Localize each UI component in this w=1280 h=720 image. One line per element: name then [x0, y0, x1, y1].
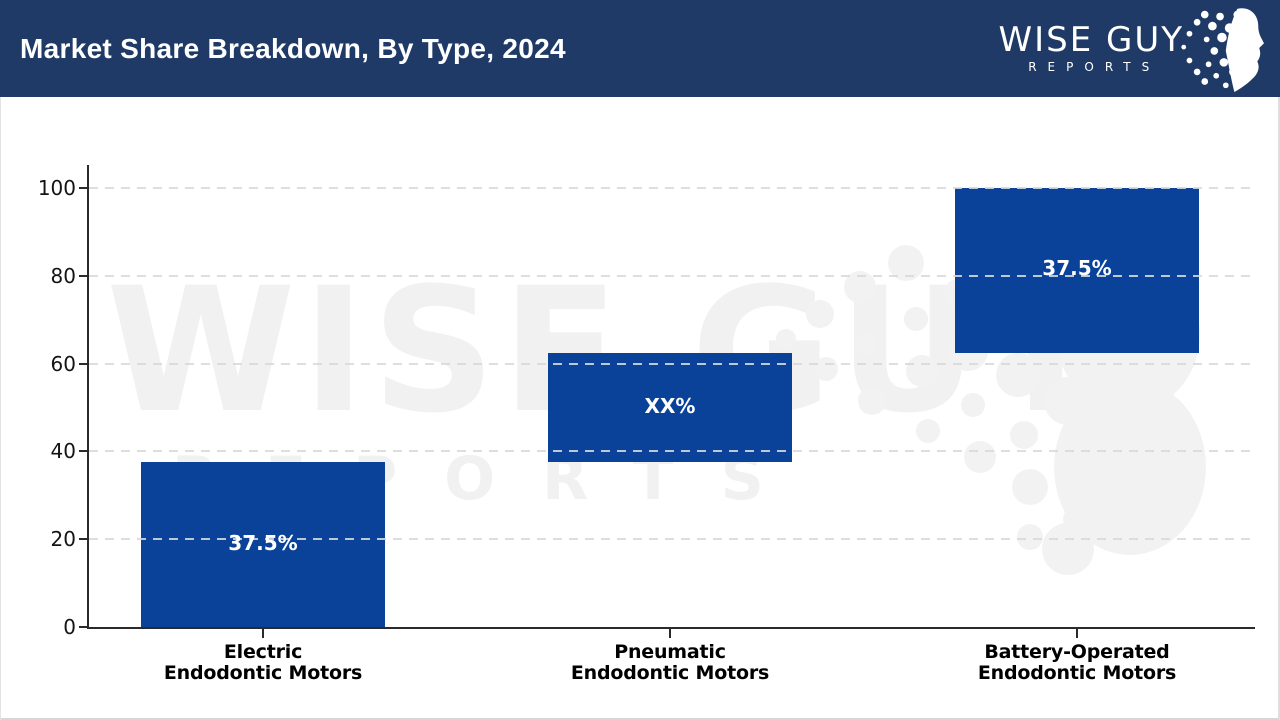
bar-segment: [548, 352, 792, 463]
x-axis-line: [87, 627, 1255, 629]
bar-value-label: 37.5%: [228, 530, 298, 555]
logo-head-icon: [1181, 7, 1264, 92]
brand-subname: REPORTS: [1028, 60, 1161, 74]
x-tick-label: Electric Endodontic Motors: [103, 642, 423, 684]
x-tick-label: Pneumatic Endodontic Motors: [510, 642, 830, 684]
gridline: [89, 187, 1254, 189]
bar-segment: [955, 188, 1199, 353]
y-tick-label: 100: [37, 176, 76, 200]
bar-chart: 37.5% XX% 37.5% 0 20 40 60 80 100 Electric Endodon…: [0, 97, 1280, 720]
x-axis-tick: [262, 629, 264, 638]
x-tick-label-line: Endodontic Motors: [570, 662, 770, 684]
y-axis-tick: [79, 450, 88, 453]
x-axis-tick: [1076, 629, 1078, 638]
gridline: [89, 274, 1254, 277]
frame-bottom-line: [0, 718, 1280, 720]
chart-area: WISE GUY REPORTS 37.5% XX% 37.5% 0 20 40 60 80 1…: [0, 97, 1280, 720]
y-axis-tick: [79, 626, 88, 628]
bar-segment: [141, 462, 385, 627]
header: Market Share Breakdown, By Type, 2024 WI…: [0, 0, 1280, 97]
bar-value-label: XX%: [644, 393, 696, 418]
x-tick-label-line: Battery-Operated: [984, 641, 1170, 663]
page-title: Market Share Breakdown, By Type, 2024: [20, 32, 566, 64]
y-axis-tick: [79, 538, 88, 541]
y-tick-label: 40: [50, 439, 76, 464]
brand-logo: WISE GUY REPORTS: [998, 4, 1264, 94]
x-tick-label-line: Pneumatic: [614, 641, 726, 663]
x-tick-label-line: Endodontic Motors: [977, 662, 1177, 684]
y-axis-tick: [79, 187, 88, 189]
y-tick-label: 0: [63, 615, 76, 639]
gridline: [89, 538, 1254, 541]
y-axis-line: [87, 165, 89, 629]
y-tick-label: 80: [50, 263, 76, 288]
bar-value-label: 37.5%: [1042, 256, 1112, 281]
x-tick-label-line: Electric: [223, 641, 303, 663]
frame-right-line: [1278, 0, 1280, 720]
y-axis-tick: [79, 274, 88, 277]
x-tick-label-line: Endodontic Motors: [163, 662, 363, 684]
x-tick-label: Battery-Operated Endodontic Motors: [917, 642, 1237, 684]
gridline: [89, 450, 1254, 453]
brand-logo-text: WISE GUY REPORTS: [998, 23, 1184, 74]
frame-left-line: [0, 97, 1, 720]
y-tick-label: 20: [50, 527, 76, 552]
y-axis-tick: [79, 362, 88, 365]
x-axis-tick: [669, 629, 671, 638]
gridline: [89, 362, 1254, 365]
y-tick-label: 60: [50, 351, 76, 376]
brand-name: WISE GUY: [998, 20, 1184, 60]
